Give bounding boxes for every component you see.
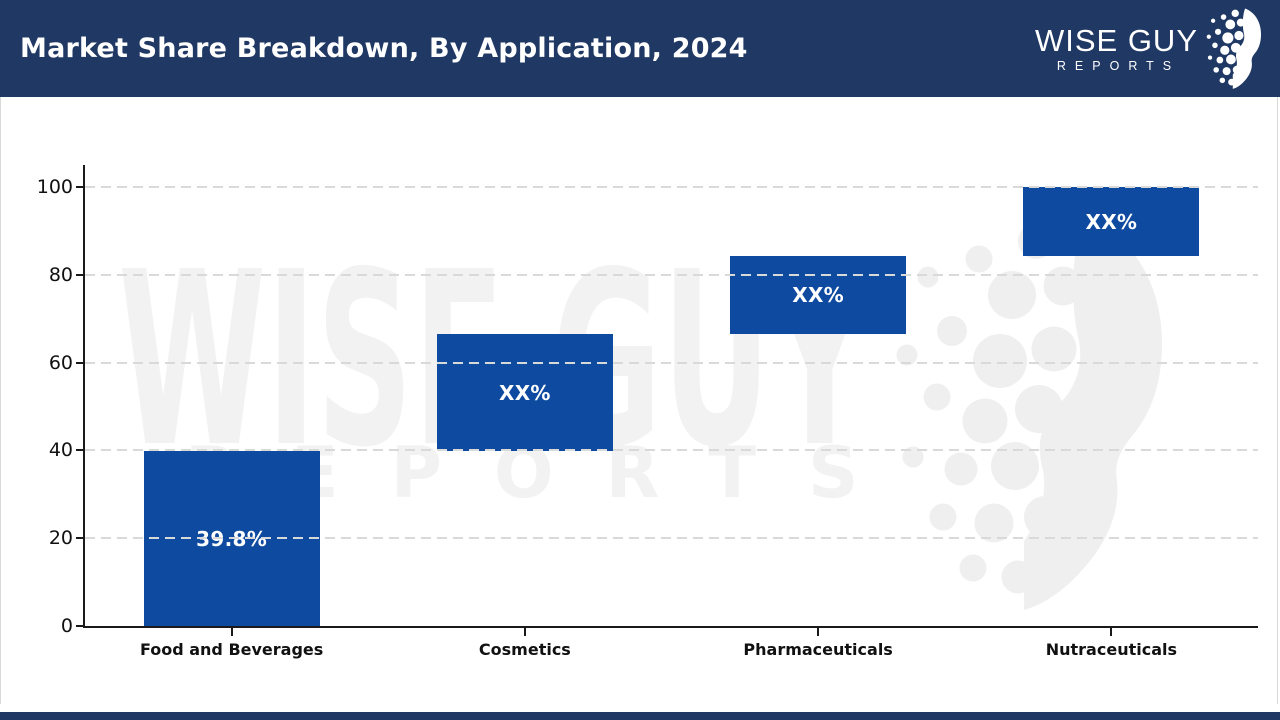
y-tick-label: 100 (36, 176, 73, 198)
y-tick (76, 186, 84, 188)
bar: XX% (436, 334, 613, 452)
header-bar: Market Share Breakdown, By Application, … (0, 0, 1280, 97)
y-tick (76, 273, 84, 276)
gridline (85, 273, 1258, 276)
x-tick (523, 628, 526, 636)
y-tick-label: 20 (48, 527, 73, 550)
y-tick (76, 537, 84, 540)
brand-wordmark: WISE GUY (1034, 22, 1198, 58)
y-tick-label: 60 (48, 351, 73, 374)
x-tick-label: Pharmaceuticals (743, 640, 893, 659)
x-tick (230, 628, 233, 636)
x-tick-label: Cosmetics (478, 640, 571, 659)
y-tick-label: 80 (48, 263, 73, 286)
x-axis (83, 626, 1258, 628)
bar: XX% (730, 256, 907, 335)
bar: XX% (1023, 187, 1200, 257)
brand-logo: WISE GUY REPORTS (1035, 6, 1266, 92)
brand-subline: REPORTS (1056, 58, 1181, 73)
x-tick (817, 628, 820, 636)
bar-value-label: XX% (498, 380, 551, 405)
y-tick (76, 361, 84, 364)
face-logo-icon (1206, 7, 1262, 89)
bar-value-label: XX% (792, 283, 845, 308)
y-tick-label: 0 (60, 615, 73, 637)
y-tick-label: 40 (48, 439, 73, 462)
gridline (85, 537, 1258, 540)
y-tick (76, 625, 84, 627)
x-tick-label: Food and Beverages (139, 640, 324, 659)
footer-bar (0, 712, 1280, 720)
x-tick-label: Nutraceuticals (1045, 640, 1177, 659)
gridline (85, 449, 1258, 452)
gridline (85, 186, 1258, 188)
y-tick (76, 449, 84, 452)
brand-text: WISE GUY REPORTS (1035, 25, 1198, 73)
x-tick (1110, 628, 1113, 636)
bar-value-label: XX% (1085, 209, 1138, 234)
gridline (85, 361, 1258, 364)
page-title: Market Share Breakdown, By Application, … (20, 33, 748, 64)
y-axis (83, 165, 85, 628)
